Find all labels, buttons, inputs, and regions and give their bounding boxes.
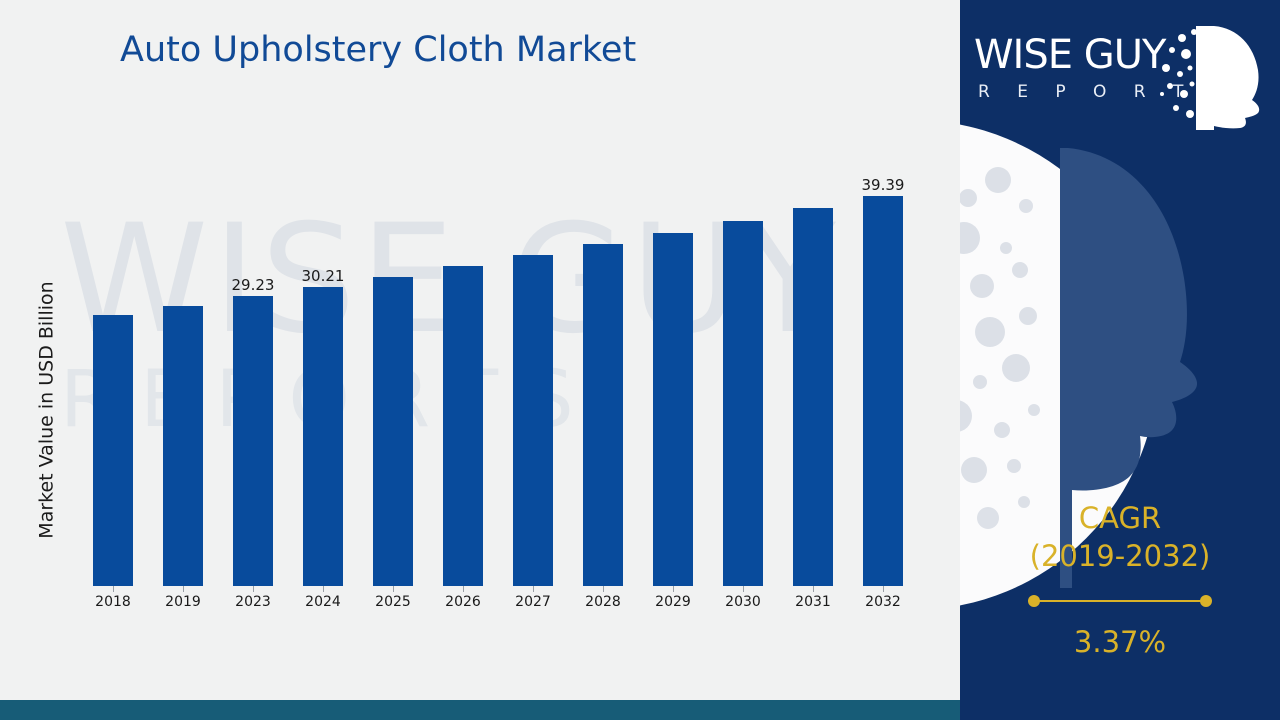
x-tick-2031 (813, 586, 814, 592)
x-tick-label-2019: 2019 (165, 594, 201, 610)
x-tick-label-2031: 2031 (795, 594, 831, 610)
dot-pattern (960, 167, 1040, 529)
logo-secondary-text: R E P O R T S (978, 82, 1233, 102)
x-tick-label-2023: 2023 (235, 594, 271, 610)
bar-2031 (793, 208, 833, 586)
x-tick-label-2018: 2018 (95, 594, 131, 610)
x-axis-line (78, 585, 918, 586)
x-tick-2024 (323, 586, 324, 592)
bar-2019 (163, 305, 203, 586)
x-tick-2027 (533, 586, 534, 592)
bar-value-label-2032: 39.39 (861, 175, 905, 194)
bar-2028 (583, 244, 623, 586)
bar-2029 (653, 232, 693, 586)
x-tick-label-2032: 2032 (865, 594, 901, 610)
side-panel: WISE GUY R E P O R T S CAGR (2019-2032) (960, 0, 1280, 720)
y-axis-label-text: Market Value in USD Billion (36, 281, 59, 539)
bar-2027 (513, 255, 553, 586)
x-tick-2025 (393, 586, 394, 592)
divider-dot-right (1200, 595, 1212, 608)
bar-2024 (303, 286, 343, 586)
x-tick-label-2030: 2030 (725, 594, 761, 610)
x-tick-2028 (603, 586, 604, 592)
logo-head-icon (1160, 26, 1260, 130)
page-title: Auto Upholstery Cloth Market (120, 30, 637, 70)
brand-logo: WISE GUY R E P O R T S (968, 26, 1268, 130)
logo-primary-text: WISE GUY (974, 32, 1166, 78)
x-tick-2030 (743, 586, 744, 592)
x-tick-2019 (183, 586, 184, 592)
x-tick-2032 (883, 586, 884, 592)
x-tick-label-2029: 2029 (655, 594, 691, 610)
x-tick-2018 (113, 586, 114, 592)
bar-2026 (443, 266, 483, 586)
cagr-value: 3.37% (1073, 625, 1167, 660)
x-tick-label-2027: 2027 (515, 594, 551, 610)
bar-2018 (93, 314, 133, 586)
x-tick-label-2028: 2028 (585, 594, 621, 610)
head-silhouette-icon (1060, 148, 1198, 588)
bar-2023 (233, 296, 273, 586)
bar-2025 (373, 276, 413, 586)
cagr-divider (1028, 595, 1212, 608)
x-tick-label-2025: 2025 (375, 594, 411, 610)
x-tick-2029 (673, 586, 674, 592)
plot-area: 29.23 30.21 39.39 (78, 150, 918, 586)
y-axis-label: Market Value in USD Billion (30, 240, 64, 580)
cagr-block: CAGR (2019-2032) 3.37% (960, 500, 1280, 659)
cagr-label: CAGR (1078, 501, 1162, 535)
x-tick-label-2024: 2024 (305, 594, 341, 610)
x-tick-label-2026: 2026 (445, 594, 481, 610)
divider-line (1034, 600, 1206, 603)
bottom-accent-strip (0, 700, 960, 720)
bar-value-label-2024: 30.21 (301, 266, 345, 285)
bar-value-label-2023: 29.23 (231, 276, 275, 295)
cagr-period: (2019-2032) (1029, 538, 1211, 573)
bar-2030 (723, 220, 763, 586)
bar-2032 (863, 195, 903, 586)
x-tick-2026 (463, 586, 464, 592)
x-tick-2023 (253, 586, 254, 592)
